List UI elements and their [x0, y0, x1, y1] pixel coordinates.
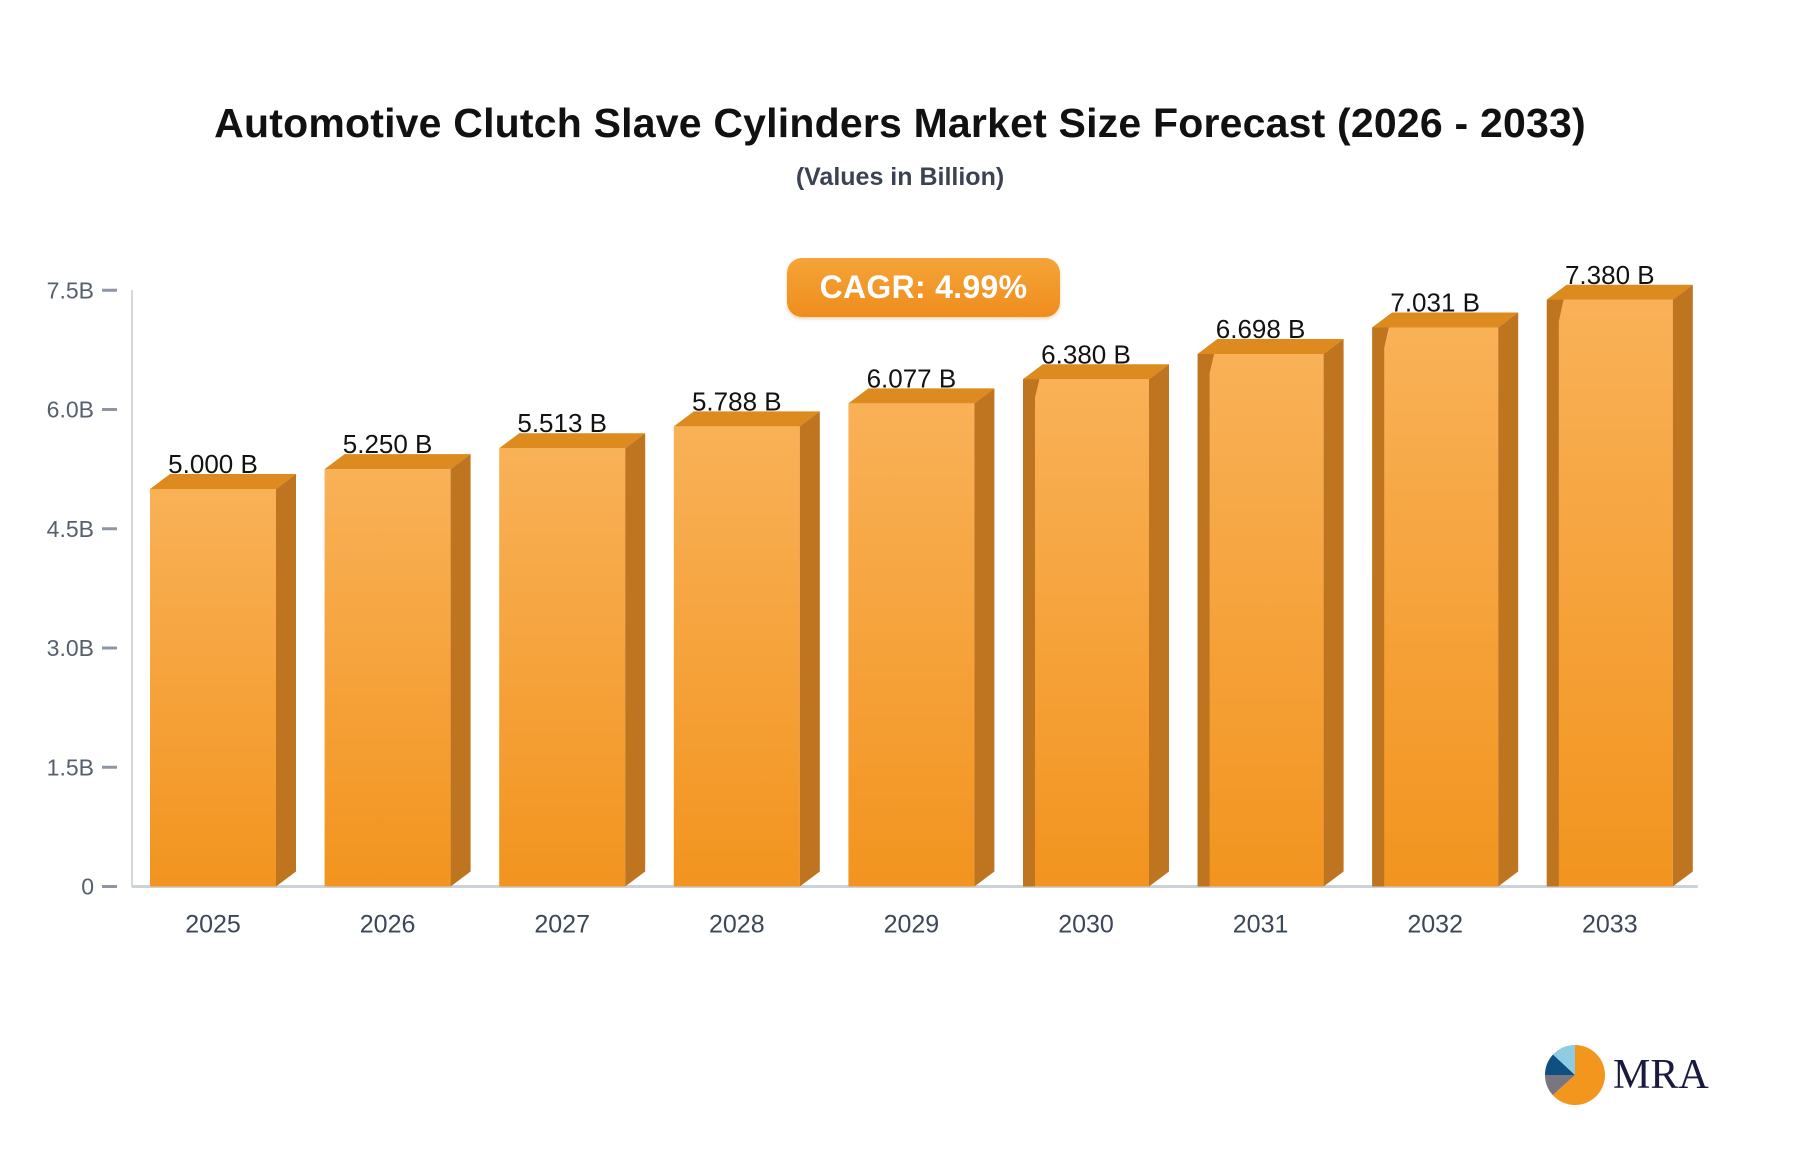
svg-text:6.0B: 6.0B	[47, 397, 94, 423]
svg-text:2032: 2032	[1407, 911, 1463, 939]
svg-text:3.0B: 3.0B	[47, 635, 94, 661]
svg-text:5.000 B: 5.000 B	[168, 449, 258, 479]
svg-text:7.5B: 7.5B	[47, 277, 94, 303]
svg-text:7.380 B: 7.380 B	[1565, 260, 1655, 290]
svg-text:0: 0	[81, 874, 94, 900]
svg-text:2031: 2031	[1233, 911, 1289, 939]
svg-text:7.031 B: 7.031 B	[1390, 288, 1480, 318]
svg-text:6.380 B: 6.380 B	[1041, 339, 1131, 369]
svg-text:2030: 2030	[1058, 911, 1114, 939]
svg-text:5.513 B: 5.513 B	[517, 408, 607, 438]
svg-text:6.077 B: 6.077 B	[867, 363, 957, 393]
svg-text:MRA: MRA	[1613, 1052, 1709, 1098]
svg-text:2027: 2027	[534, 911, 590, 939]
svg-text:6.698 B: 6.698 B	[1216, 314, 1306, 344]
svg-text:2033: 2033	[1582, 911, 1638, 939]
svg-text:5.788 B: 5.788 B	[692, 386, 782, 416]
svg-text:2025: 2025	[185, 911, 241, 939]
svg-text:2026: 2026	[360, 911, 416, 939]
svg-text:4.5B: 4.5B	[47, 516, 94, 542]
svg-text:5.250 B: 5.250 B	[343, 429, 433, 459]
svg-text:2029: 2029	[884, 911, 940, 939]
svg-text:1.5B: 1.5B	[47, 754, 94, 780]
svg-text:2028: 2028	[709, 911, 765, 939]
